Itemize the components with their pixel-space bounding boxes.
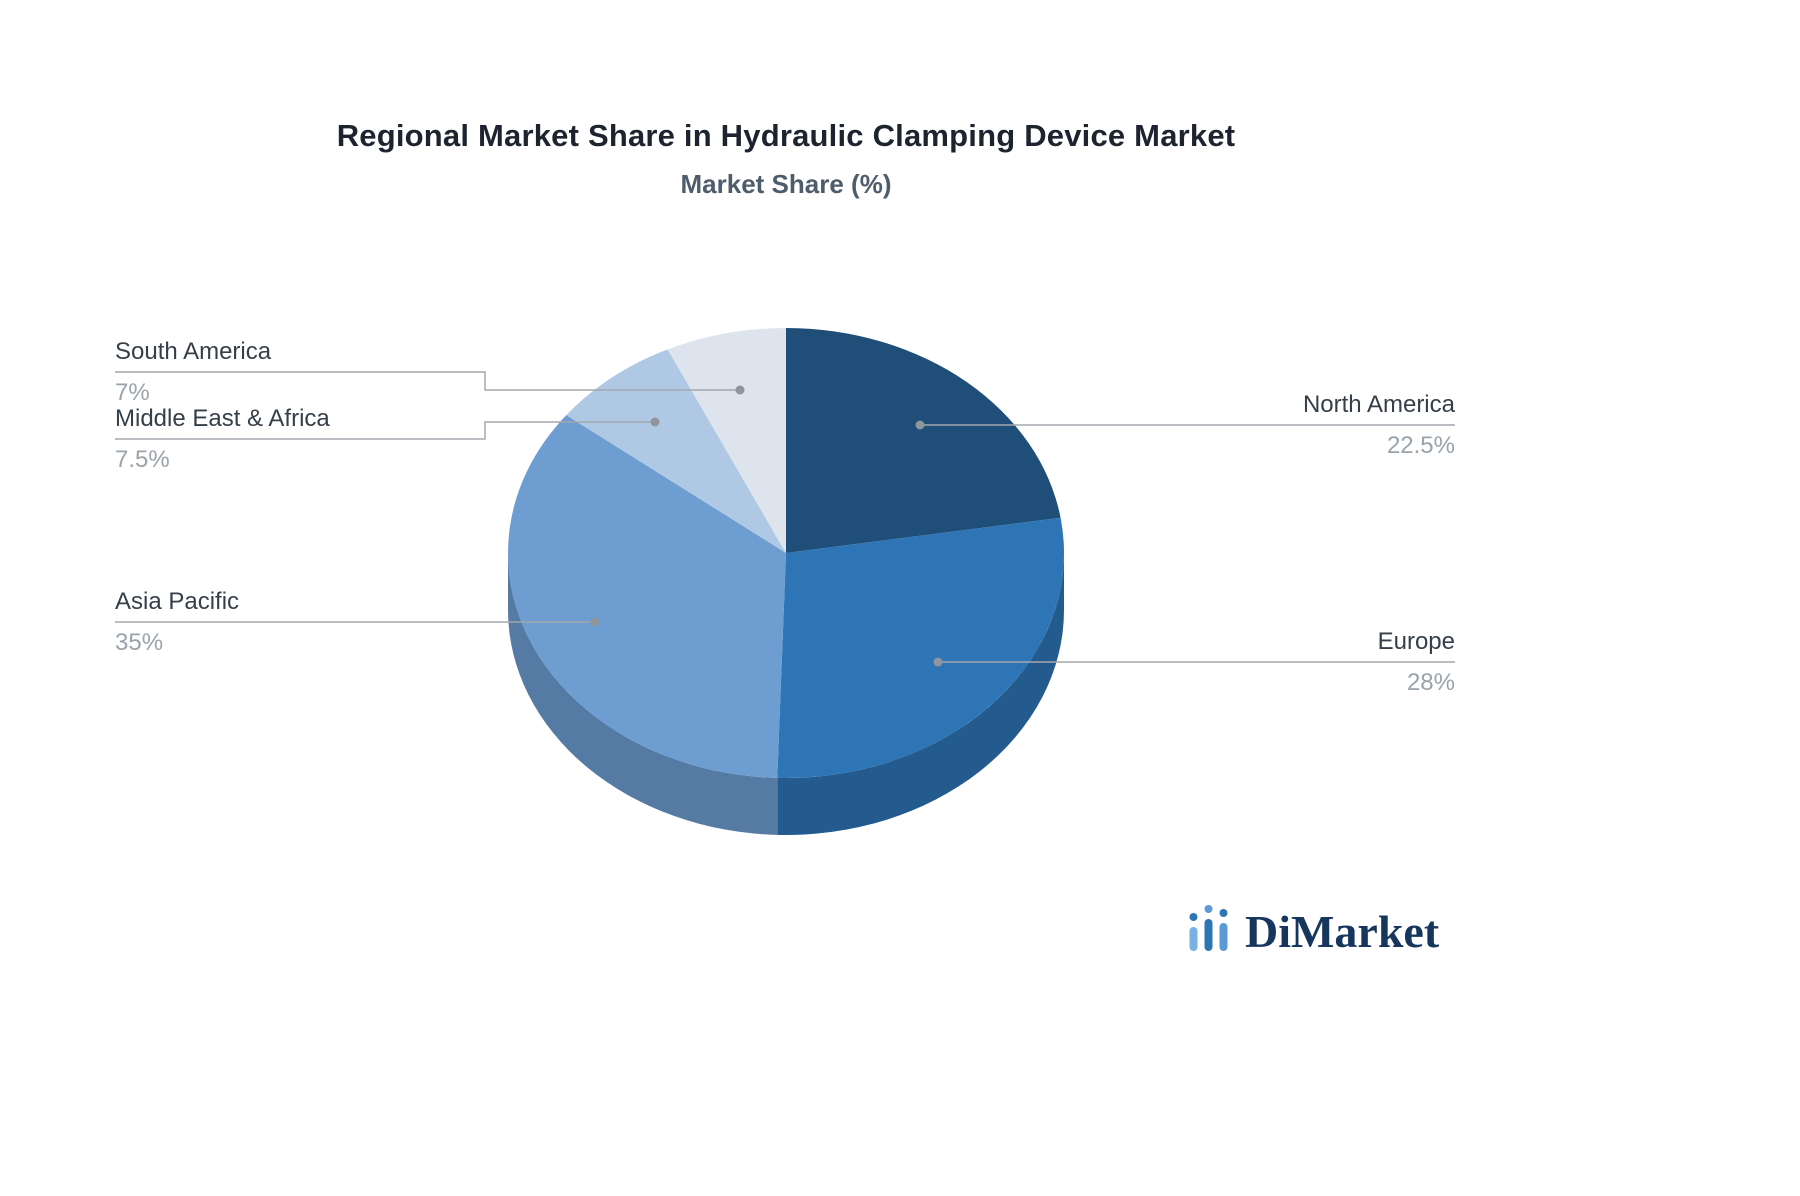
slice-label-value-north-america: 22.5% [1386,432,1455,459]
slice-label-name-north-america: North America [1302,391,1455,418]
slice-label-name-europe: Europe [1377,628,1455,655]
pie-slice-middle-east-africa [566,349,786,553]
pie-slice-asia-pacific [508,415,786,778]
brand-logo: DiMarket [1186,901,1440,957]
leader-dot-north-america [915,420,925,430]
leader-dot-south-america [735,385,745,395]
slice-label-name-asia-pacific: Asia Pacific [115,588,240,615]
pie-slice-south-america [667,328,786,553]
slice-label-value-south-america: 7% [115,379,150,406]
leader-line-middle-east-africa [115,421,655,440]
pie-slice-europe [777,517,1064,778]
leader-dot-middle-east-africa [650,417,660,427]
logo-text: DiMarket [1245,905,1440,957]
chart-subtitle: Market Share (%) [680,169,892,199]
slice-label-name-middle-east-africa: Middle East & Africa [115,405,330,432]
pie-slice-side-asia-pacific [508,553,778,835]
chart-title: Regional Market Share in Hydraulic Clamp… [336,118,1236,153]
leader-dot-europe [933,657,943,667]
logo-bars-icon [1189,905,1228,951]
slice-label-value-asia-pacific: 35% [115,629,164,656]
pie-slice-north-america [786,328,1061,553]
leader-line-south-america [115,371,740,391]
slice-label-value-middle-east-africa: 7.5% [115,446,170,473]
slice-label-value-europe: 28% [1406,669,1455,696]
leader-dot-asia-pacific [590,617,600,627]
pie-slice-side-europe [777,553,1064,835]
slice-label-name-south-america: South America [115,338,272,365]
